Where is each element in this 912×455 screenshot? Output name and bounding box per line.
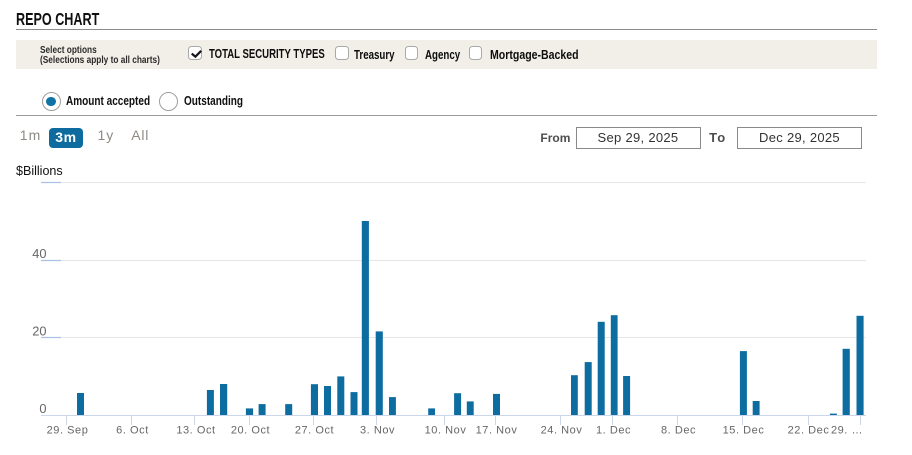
svg-text:22. Dec: 22. Dec	[788, 425, 830, 437]
svg-text:40: 40	[32, 246, 46, 261]
svg-text:1. Dec: 1. Dec	[596, 425, 631, 437]
svg-text:3. Nov: 3. Nov	[360, 425, 395, 437]
svg-text:20: 20	[32, 324, 46, 339]
svg-text:17. Nov: 17. Nov	[476, 425, 518, 437]
svg-text:0: 0	[39, 401, 46, 416]
svg-text:6. Oct: 6. Oct	[116, 425, 149, 437]
svg-text:24. Nov: 24. Nov	[541, 425, 583, 437]
svg-text:20. Oct: 20. Oct	[231, 425, 270, 437]
svg-text:13. Oct: 13. Oct	[176, 425, 215, 437]
svg-text:15. Dec: 15. Dec	[723, 425, 765, 437]
svg-text:10. Nov: 10. Nov	[425, 425, 467, 437]
svg-text:29. …: 29. …	[831, 425, 863, 437]
svg-text:29. Sep: 29. Sep	[47, 425, 89, 437]
svg-text:8. Dec: 8. Dec	[661, 425, 696, 437]
svg-text:27. Oct: 27. Oct	[295, 425, 334, 437]
